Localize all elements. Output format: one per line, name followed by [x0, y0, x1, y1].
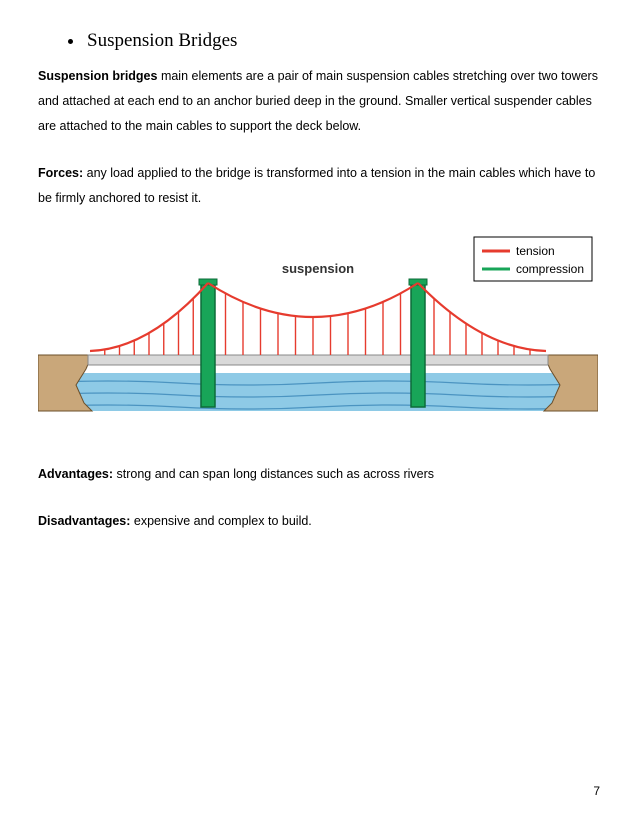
svg-text:compression: compression	[516, 262, 584, 276]
section-heading: Suspension Bridges	[87, 30, 237, 52]
svg-text:suspension: suspension	[282, 261, 354, 276]
heading-row: Suspension Bridges	[68, 30, 600, 52]
intro-bold: Suspension bridges	[38, 69, 157, 83]
forces-paragraph: Forces: any load applied to the bridge i…	[38, 161, 600, 211]
intro-paragraph: Suspension bridges main elements are a p…	[38, 64, 600, 139]
page-number: 7	[593, 784, 600, 798]
advantages-text: strong and can span long distances such …	[113, 467, 434, 481]
suspension-diagram: tension compression suspension	[38, 233, 600, 428]
forces-text: any load applied to the bridge is transf…	[38, 166, 595, 205]
forces-label: Forces:	[38, 166, 83, 180]
svg-text:tension: tension	[516, 244, 555, 258]
disadvantages-paragraph: Disadvantages: expensive and complex to …	[38, 509, 600, 534]
advantages-label: Advantages:	[38, 467, 113, 481]
disadvantages-label: Disadvantages:	[38, 514, 130, 528]
bridge-svg: tension compression suspension	[38, 233, 598, 423]
disadvantages-text: expensive and complex to build.	[130, 514, 311, 528]
bullet-icon	[68, 39, 73, 44]
advantages-paragraph: Advantages: strong and can span long dis…	[38, 462, 600, 487]
